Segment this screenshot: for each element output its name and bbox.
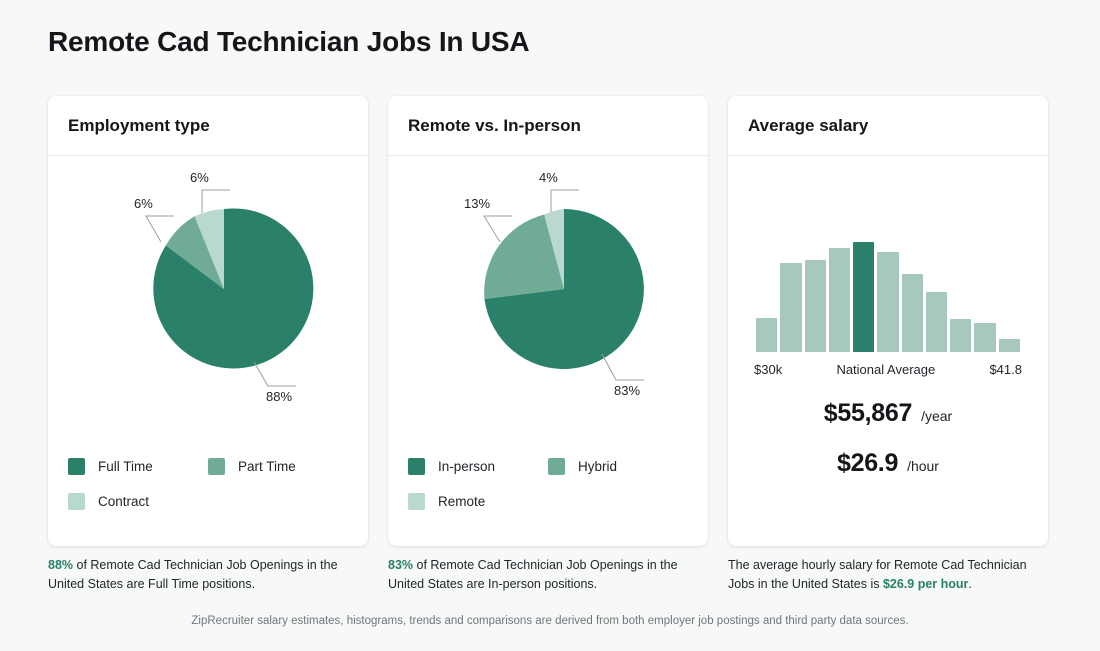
pie-svg-remote-vs-inperson: 13% 4% 83% — [464, 170, 644, 398]
histogram-bar — [925, 291, 948, 352]
histogram-bar — [804, 260, 826, 352]
card-employment-type: Employment type 6% 6% — [48, 96, 368, 546]
salary-figures: $55,867 /year $26.9 /hour — [746, 399, 1030, 478]
leader-line-hybrid — [483, 215, 512, 243]
leader-line-in-person — [601, 353, 644, 381]
pie-label-in-person: 83% — [614, 383, 640, 398]
card-body-remote-vs-inperson: 13% 4% 83% In-person Hybrid — [388, 156, 708, 546]
legend-swatch-remote — [408, 493, 425, 510]
histogram-bar — [901, 274, 923, 352]
axis-label-max: $41.8 — [989, 362, 1022, 377]
salary-yearly: $55,867 /year — [746, 399, 1030, 428]
legend-swatch-contract — [68, 493, 85, 510]
page-title: Remote Cad Technician Jobs In USA — [48, 26, 530, 57]
salary-histogram: $30k National Average $41.8 $55,867 /yea… — [746, 164, 1030, 477]
pie-label-remote: 4% — [539, 170, 558, 185]
pie-chart-employment-type: 6% 6% 88% — [66, 164, 350, 464]
pie-slice-remote — [544, 209, 564, 289]
legend-item-remote: Remote — [408, 493, 548, 510]
salary-hourly-unit: /hour — [907, 458, 939, 474]
leader-line-remote — [550, 189, 579, 212]
legend-item-full-time: Full Time — [68, 458, 208, 475]
legend-swatch-full-time — [68, 458, 85, 475]
card-body-average-salary: $30k National Average $41.8 $55,867 /yea… — [728, 156, 1048, 546]
legend-label-remote: Remote — [438, 494, 486, 509]
card-body-employment-type: 6% 6% 88% Full Time Part Time — [48, 156, 368, 546]
captions-row: 88% of Remote Cad Technician Job Opening… — [48, 556, 1052, 594]
histogram-bar — [756, 317, 778, 352]
salary-hourly: $26.9 /hour — [746, 449, 1030, 478]
pie-label-contract: 6% — [190, 170, 209, 185]
histogram-bar — [828, 248, 851, 352]
pie-label-full-time: 88% — [266, 389, 292, 404]
legend-item-in-person: In-person — [408, 458, 548, 475]
pie-slice-contract — [194, 209, 224, 289]
legend-swatch-in-person — [408, 458, 425, 475]
caption-highlight-average-salary: $26.9 per hour — [882, 577, 969, 591]
pie-svg-employment-type: 6% 6% 88% — [134, 170, 314, 404]
legend-item-part-time: Part Time — [208, 458, 348, 475]
axis-label-center: National Average — [836, 362, 936, 377]
card-average-salary: Average salary — [728, 96, 1048, 546]
pie-chart-remote-vs-inperson: 13% 4% 83% — [406, 164, 690, 464]
histogram-axis: $30k National Average $41.8 — [746, 352, 1030, 377]
legend-remote-vs-inperson: In-person Hybrid Remote — [406, 458, 690, 528]
card-title-employment-type: Employment type — [48, 96, 368, 156]
card-title-average-salary: Average salary — [728, 96, 1048, 156]
histogram-bar — [974, 322, 996, 352]
card-remote-vs-inperson: Remote vs. In-person 13% 4% — [388, 96, 708, 546]
card-title-remote-vs-inperson: Remote vs. In-person — [388, 96, 708, 156]
salary-yearly-amount: $55,867 — [823, 399, 913, 427]
pie-slice-full-time — [153, 208, 314, 369]
legend-employment-type: Full Time Part Time Contract — [66, 458, 350, 528]
caption-text-average-salary-pre: The average hourly salary for Remote Cad… — [728, 558, 1027, 591]
caption-employment-type: 88% of Remote Cad Technician Job Opening… — [48, 556, 368, 594]
histogram-bar — [780, 262, 802, 352]
legend-label-in-person: In-person — [438, 459, 496, 474]
cards-row: Employment type 6% 6% — [48, 96, 1052, 546]
leader-line-part-time — [145, 215, 174, 243]
legend-label-full-time: Full Time — [98, 459, 153, 474]
salary-hourly-amount: $26.9 — [837, 449, 899, 477]
legend-label-contract: Contract — [98, 494, 150, 509]
pie-label-part-time: 6% — [134, 196, 153, 211]
caption-highlight-employment-type: 88% — [48, 558, 74, 572]
legend-label-hybrid: Hybrid — [578, 459, 618, 474]
legend-swatch-part-time — [208, 458, 225, 475]
histogram-bar — [877, 251, 899, 352]
pie-slice-in-person — [484, 209, 644, 369]
caption-average-salary: The average hourly salary for Remote Cad… — [728, 556, 1048, 594]
legend-item-contract: Contract — [68, 493, 208, 510]
caption-text-average-salary-post: . — [968, 577, 972, 591]
leader-line-full-time — [253, 361, 296, 387]
caption-text-remote-vs-inperson: of Remote Cad Technician Job Openings in… — [388, 558, 678, 591]
legend-label-part-time: Part Time — [238, 459, 296, 474]
legend-item-hybrid: Hybrid — [548, 458, 688, 475]
histogram-bars — [746, 242, 1030, 352]
histogram-bar — [998, 339, 1020, 352]
caption-remote-vs-inperson: 83% of Remote Cad Technician Job Opening… — [388, 556, 708, 594]
histogram-bar — [950, 318, 972, 352]
disclaimer-text: ZipRecruiter salary estimates, histogram… — [191, 615, 909, 627]
pie-slice-part-time — [165, 216, 224, 289]
caption-text-employment-type: of Remote Cad Technician Job Openings in… — [48, 558, 338, 591]
histogram-bar-national-average — [853, 242, 875, 352]
pie-label-hybrid: 13% — [464, 196, 490, 211]
leader-line-contract — [201, 189, 230, 213]
axis-label-min: $30k — [754, 362, 783, 377]
caption-highlight-remote-vs-inperson: 83% — [388, 558, 414, 572]
pie-slice-hybrid — [484, 214, 564, 299]
salary-yearly-unit: /year — [921, 408, 953, 424]
legend-swatch-hybrid — [548, 458, 565, 475]
